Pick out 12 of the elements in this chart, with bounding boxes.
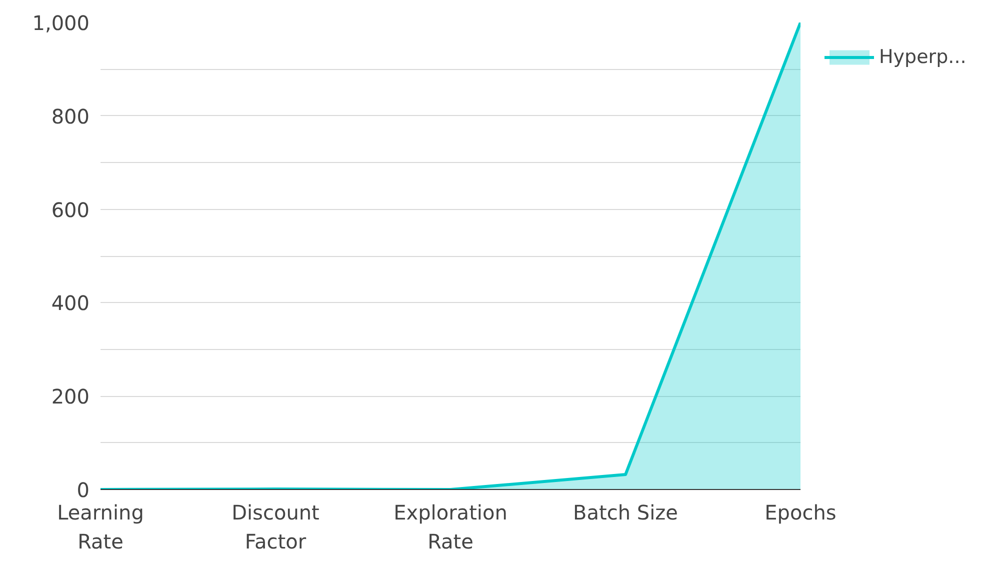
x-tick-label: Epochs [764, 500, 836, 524]
y-tick-label: 1,000 [32, 11, 90, 35]
y-tick-label: 200 [51, 384, 90, 409]
y-tick-label: 400 [51, 291, 90, 316]
x-tick-label: Learning Rate [57, 500, 144, 554]
y-tick-label: 800 [51, 104, 90, 128]
legend-label: Hyperp... [879, 46, 966, 68]
y-tick-label: 0 [76, 478, 90, 502]
x-tick-label: Discount Factor [232, 500, 320, 554]
x-tick-label: Exploration Rate [394, 500, 508, 554]
x-tick-label: Batch Size [573, 500, 678, 524]
y-tick-label: 600 [51, 198, 90, 222]
